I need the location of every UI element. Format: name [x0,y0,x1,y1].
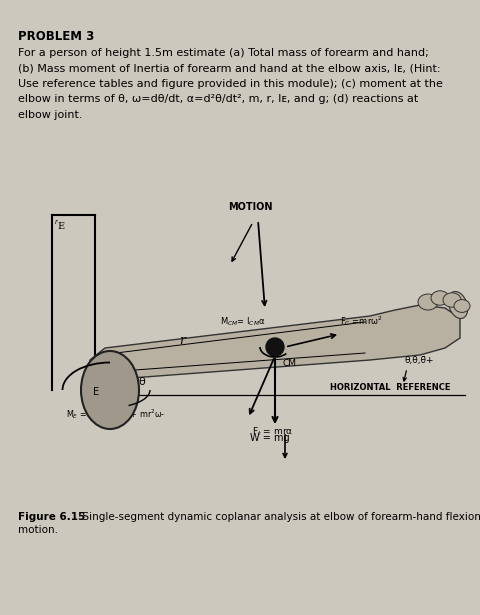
Text: θ: θ [138,377,145,387]
Text: F$_C$ =mrω$^2$: F$_C$ =mrω$^2$ [339,314,382,328]
Text: For a person of height 1.5m estimate (a) Total mass of forearm and hand;: For a person of height 1.5m estimate (a)… [18,48,428,58]
Text: elbow in terms of θ, ω=dθ/dt, α=d²θ/dt², m, r, Iᴇ, and g; (d) reactions at: elbow in terms of θ, ω=dθ/dt, α=d²θ/dt²,… [18,95,418,105]
Text: r: r [179,333,185,346]
Ellipse shape [417,294,437,310]
Text: E: E [93,387,99,397]
Text: F$_t$ = mrα: F$_t$ = mrα [252,425,293,437]
Polygon shape [90,305,459,380]
Text: PROBLEM 3: PROBLEM 3 [18,30,94,43]
Ellipse shape [453,300,469,312]
Text: CM: CM [282,359,296,368]
Ellipse shape [430,291,448,305]
Text: Use reference tables and figure provided in this module); (c) moment at the: Use reference tables and figure provided… [18,79,442,89]
Text: W = mg: W = mg [250,433,289,443]
Ellipse shape [81,351,139,429]
Text: M$_{CM}$= I$_{CM}$α: M$_{CM}$= I$_{CM}$α [219,315,265,328]
Circle shape [265,338,283,356]
Text: θ,θ̇,θ̈+: θ,θ̇,θ̈+ [404,355,433,365]
Ellipse shape [447,292,467,319]
Text: elbow joint.: elbow joint. [18,110,83,120]
Text: MOTION: MOTION [227,202,272,212]
Text: M$_E$ =mgrθ +I$_E$θ̈ + mr$^2$ω-: M$_E$ =mgrθ +I$_E$θ̈ + mr$^2$ω- [66,408,165,423]
Text: $^{r}$E: $^{r}$E [54,219,65,232]
Text: Single-segment dynamic coplanar analysis at elbow of forearm-hand flexion: Single-segment dynamic coplanar analysis… [76,512,480,522]
Text: (b) Mass moment of Inertia of forearm and hand at the elbow axis, Iᴇ, (Hint:: (b) Mass moment of Inertia of forearm an… [18,63,440,74]
Text: HORIZONTAL  REFERENCE: HORIZONTAL REFERENCE [329,383,450,392]
Ellipse shape [442,293,460,308]
Text: motion.: motion. [18,525,58,535]
Text: Figure 6.15: Figure 6.15 [18,512,85,522]
